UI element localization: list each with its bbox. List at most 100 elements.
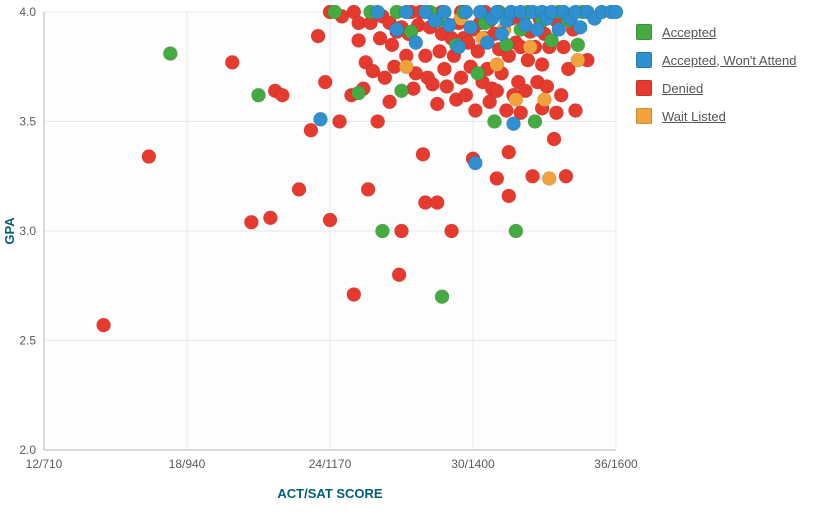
data-point-denied[interactable] [440,79,454,93]
data-point-denied[interactable] [499,104,513,118]
x-tick-label: 30/1400 [451,457,495,471]
data-point-acc_no[interactable] [442,18,456,32]
data-point-acc_no[interactable] [573,20,587,34]
data-point-accepted[interactable] [395,84,409,98]
data-point-denied[interactable] [383,95,397,109]
data-point-denied[interactable] [323,213,337,227]
data-point-acc_no[interactable] [480,36,494,50]
data-point-accepted[interactable] [252,88,266,102]
data-point-denied[interactable] [318,75,332,89]
data-point-denied[interactable] [459,88,473,102]
y-tick-label: 2.5 [19,334,36,348]
data-point-denied[interactable] [502,145,516,159]
data-point-acc_no[interactable] [437,5,451,19]
data-point-denied[interactable] [395,224,409,238]
legend-label: Wait Listed [662,109,726,124]
data-point-denied[interactable] [540,79,554,93]
data-point-acc_no[interactable] [371,5,385,19]
data-point-acc_no[interactable] [452,40,466,54]
data-point-denied[interactable] [416,147,430,161]
data-point-denied[interactable] [263,211,277,225]
data-point-acc_no[interactable] [468,156,482,170]
data-point-denied[interactable] [361,182,375,196]
legend-label: Accepted [662,25,716,40]
data-point-acc_no[interactable] [399,5,413,19]
x-tick-label: 12/710 [26,457,63,471]
data-point-acc_no[interactable] [507,117,521,131]
data-point-denied[interactable] [445,224,459,238]
data-point-accepted[interactable] [471,66,485,80]
data-point-denied[interactable] [292,182,306,196]
data-point-denied[interactable] [549,106,563,120]
legend-label: Accepted, Won't Attend [662,53,797,68]
data-point-waitlisted[interactable] [538,93,552,107]
legend-swatch [636,52,652,68]
data-point-denied[interactable] [526,169,540,183]
data-point-acc_no[interactable] [464,20,478,34]
data-point-denied[interactable] [406,82,420,96]
data-point-accepted[interactable] [528,115,542,129]
data-point-waitlisted[interactable] [542,171,556,185]
data-point-accepted[interactable] [328,5,342,19]
legend-item-acc_no[interactable]: Accepted, Won't Attend [636,52,797,68]
data-point-denied[interactable] [142,150,156,164]
data-point-denied[interactable] [554,88,568,102]
data-point-denied[interactable] [568,104,582,118]
data-point-denied[interactable] [490,84,504,98]
data-point-acc_no[interactable] [409,36,423,50]
data-point-denied[interactable] [333,115,347,129]
legend-swatch [636,108,652,124]
data-point-accepted[interactable] [571,38,585,52]
data-point-acc_no[interactable] [313,112,327,126]
data-point-denied[interactable] [392,268,406,282]
data-point-denied[interactable] [433,44,447,58]
data-point-accepted[interactable] [352,86,366,100]
data-point-denied[interactable] [430,196,444,210]
data-point-acc_no[interactable] [552,23,566,37]
data-point-denied[interactable] [347,288,361,302]
data-point-accepted[interactable] [487,115,501,129]
data-point-accepted[interactable] [435,290,449,304]
data-point-denied[interactable] [311,29,325,43]
data-point-denied[interactable] [304,123,318,137]
legend-item-accepted[interactable]: Accepted [636,24,797,40]
data-point-acc_no[interactable] [495,27,509,41]
data-point-denied[interactable] [535,58,549,72]
data-point-waitlisted[interactable] [509,93,523,107]
data-point-denied[interactable] [502,189,516,203]
data-point-waitlisted[interactable] [571,53,585,67]
data-point-acc_no[interactable] [530,23,544,37]
x-tick-label: 24/1170 [309,457,352,471]
legend-item-waitlisted[interactable]: Wait Listed [636,108,797,124]
data-point-denied[interactable] [547,132,561,146]
data-point-accepted[interactable] [163,47,177,61]
data-point-accepted[interactable] [509,224,523,238]
data-point-denied[interactable] [97,318,111,332]
data-point-denied[interactable] [521,53,535,67]
legend-item-denied[interactable]: Denied [636,80,797,96]
data-point-denied[interactable] [425,77,439,91]
data-point-denied[interactable] [225,55,239,69]
data-point-denied[interactable] [437,62,451,76]
data-point-accepted[interactable] [375,224,389,238]
data-point-acc_no[interactable] [609,5,623,19]
data-point-denied[interactable] [430,97,444,111]
data-point-denied[interactable] [244,215,258,229]
legend-swatch [636,24,652,40]
data-point-denied[interactable] [490,171,504,185]
data-point-waitlisted[interactable] [490,58,504,72]
data-point-denied[interactable] [559,169,573,183]
data-point-denied[interactable] [454,71,468,85]
data-point-acc_no[interactable] [459,5,473,19]
data-point-denied[interactable] [371,115,385,129]
data-point-acc_no[interactable] [390,23,404,37]
data-point-denied[interactable] [468,104,482,118]
legend-label: Denied [662,81,703,96]
data-point-waitlisted[interactable] [399,60,413,74]
data-point-denied[interactable] [275,88,289,102]
data-point-denied[interactable] [352,33,366,47]
data-point-denied[interactable] [418,49,432,63]
data-point-waitlisted[interactable] [523,40,537,54]
data-point-denied[interactable] [378,71,392,85]
data-point-denied[interactable] [385,38,399,52]
